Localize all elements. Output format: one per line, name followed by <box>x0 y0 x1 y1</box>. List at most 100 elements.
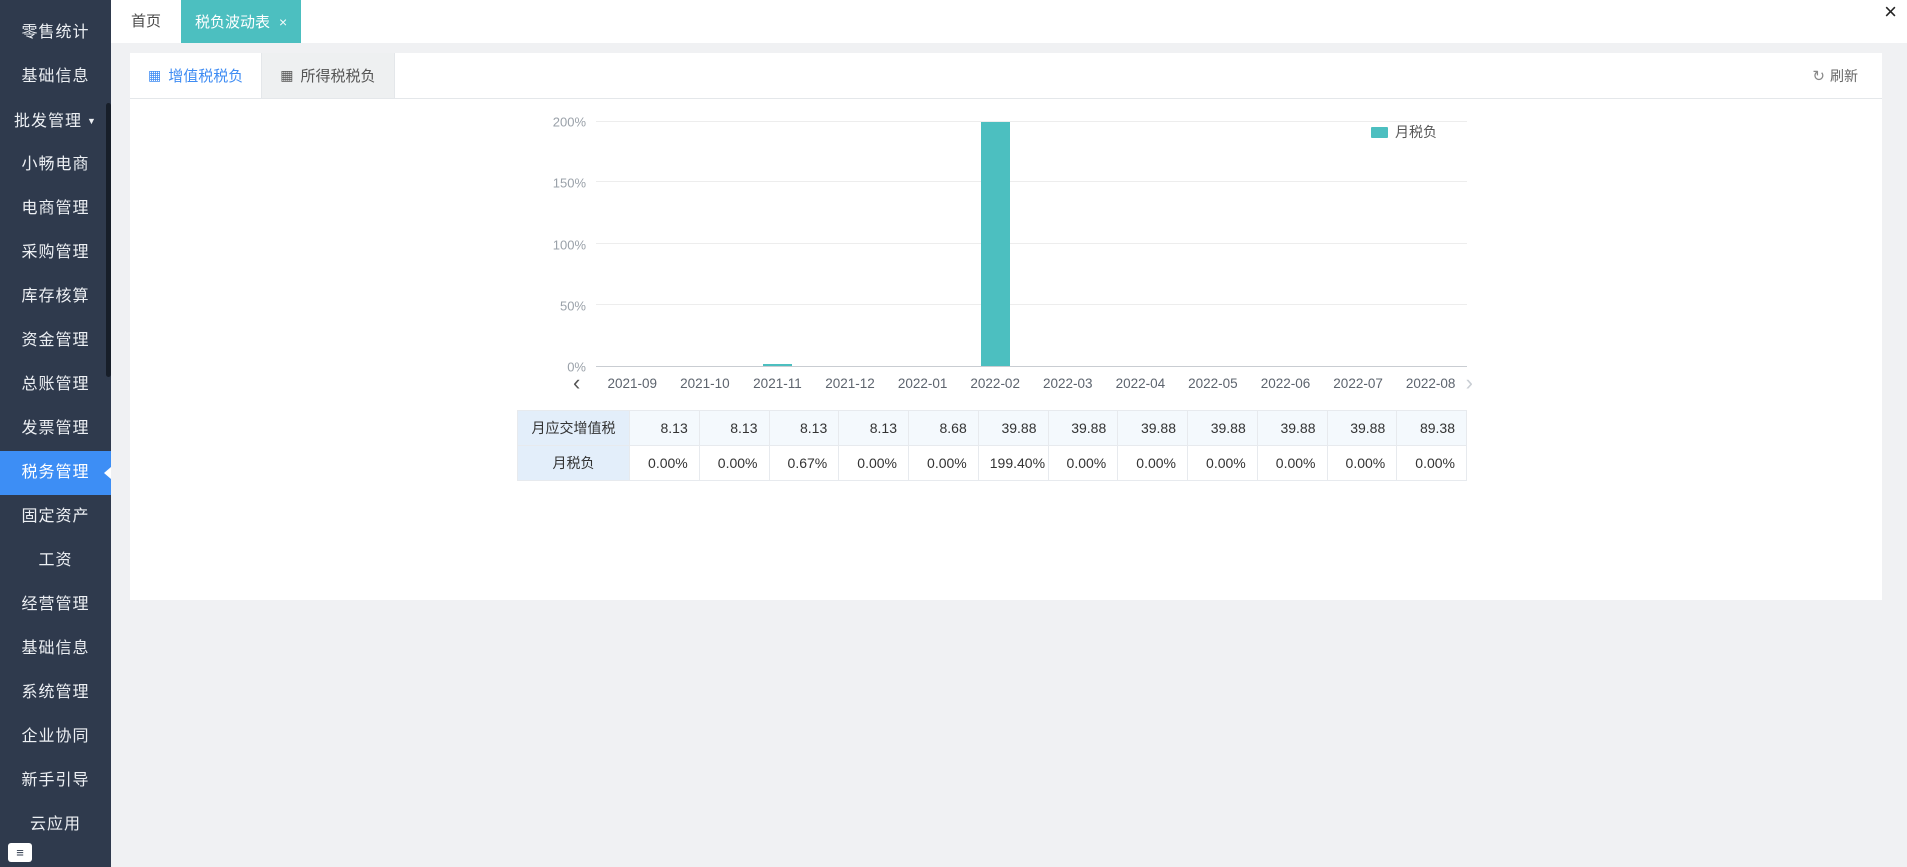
bar-slot <box>1177 122 1250 366</box>
x-axis-tick: 2021-12 <box>825 376 875 391</box>
sidebar-item-label: 小畅电商 <box>21 156 90 173</box>
tax-burden-chart: 月税负 0% 50% 100% 150% 200% ‹ 2021-09 2021-10 20… <box>517 115 1473 481</box>
table-cell: 0.00% <box>1326 445 1398 481</box>
table-cell: 8.13 <box>838 410 909 446</box>
table-cell: 8.13 <box>768 410 840 446</box>
sidebar-collapse-button[interactable]: ≡ <box>8 843 32 862</box>
window-close-icon[interactable]: × <box>1884 0 1897 24</box>
bar[interactable] <box>980 121 1010 366</box>
legend-swatch <box>1371 126 1388 138</box>
sidebar-item-label: 基础信息 <box>21 68 90 85</box>
sidebar-item[interactable]: 经营管理 <box>0 583 111 627</box>
bar-slot <box>1031 122 1104 366</box>
sidebar-item-label: 企业协同 <box>21 728 90 745</box>
sidebar-item[interactable]: 库存核算 <box>0 275 111 319</box>
chart-next-arrow[interactable]: › <box>1465 370 1473 395</box>
sidebar-item[interactable]: 固定资产 <box>0 495 111 539</box>
sidebar-item[interactable]: 云应用 <box>0 803 111 847</box>
sidebar-item-label: 固定资产 <box>21 508 90 525</box>
sidebar-item[interactable]: 系统管理 <box>0 671 111 715</box>
bar-slot <box>1322 122 1395 366</box>
bar-slot <box>741 122 814 366</box>
gridline <box>596 242 1467 244</box>
collapse-icon: ≡ <box>16 845 24 860</box>
bar-series <box>596 121 1467 366</box>
sidebar-item-label: 零售统计 <box>21 24 90 41</box>
tab-tax-fluctuation-label: 税负波动表 <box>195 14 271 31</box>
sidebar-item[interactable]: 税务管理 <box>0 451 111 495</box>
sidebar-menu: 零售统计 基础信息 批发管理 ▼ 小畅电商 电商管理 采购管理 库存核算 资金管理 总账管理 发票管… <box>0 0 111 847</box>
sidebar-item-label: 税务管理 <box>21 464 90 481</box>
tab-home[interactable]: 首页 <box>131 13 162 30</box>
plot-grid <box>596 121 1467 367</box>
x-axis-tick: 2022-01 <box>897 376 948 391</box>
sidebar-item[interactable]: 零售统计 <box>0 11 111 55</box>
bar-slot <box>814 122 887 366</box>
sidebar-item[interactable]: 总账管理 <box>0 363 111 407</box>
refresh-button[interactable]: ↻ 刷新 <box>1812 53 1858 99</box>
sidebar-item[interactable]: 企业协同 <box>0 715 111 759</box>
sidebar-item-label: 基础信息 <box>21 640 90 657</box>
table-cell: 39.88 <box>1256 410 1328 446</box>
x-axis: ‹ 2021-09 2021-10 2021-11 2021-12 2022-01 202… <box>517 367 1473 401</box>
tax-data-table: 月应交增值税 8.13 8.13 8.13 8.13 8.68 39.88 39.88 39.8… <box>517 410 1467 481</box>
bar-slot <box>1104 122 1177 366</box>
sidebar-item[interactable]: 发票管理 <box>0 407 111 451</box>
sidebar-item[interactable]: 基础信息 <box>0 55 111 99</box>
refresh-icon: ↻ <box>1812 68 1825 85</box>
vat-sheet-icon: ▦ <box>148 67 162 83</box>
sidebar-scrollbar[interactable] <box>106 103 111 377</box>
sidebar-item[interactable]: 新手引导 <box>0 759 111 803</box>
sidebar-item-label: 采购管理 <box>21 244 90 261</box>
gridline <box>596 181 1467 183</box>
y-axis-tick: 150% <box>552 175 586 191</box>
legend-label: 月税负 <box>1395 124 1437 140</box>
table-cell: 89.38 <box>1396 410 1467 446</box>
tab-close-icon[interactable]: × <box>279 13 288 30</box>
plot-area: 0% 50% 100% 150% 200% <box>517 115 1467 375</box>
sidebar-item[interactable]: 采购管理 <box>0 231 111 275</box>
sidebar-item-label: 电商管理 <box>21 200 90 217</box>
table-cell: 39.88 <box>977 410 1049 446</box>
table-cell: 39.88 <box>1117 410 1188 446</box>
chart-prev-arrow[interactable]: ‹ <box>573 370 581 395</box>
x-axis-tick: 2022-08 <box>1405 376 1456 391</box>
table-cell: 0.00% <box>1187 445 1258 481</box>
y-axis-tick: 200% <box>552 114 586 130</box>
table-cell: 0.00% <box>629 445 700 481</box>
bar-slot <box>596 122 669 366</box>
x-axis-tick: 2021-09 <box>607 376 658 391</box>
sidebar-item[interactable]: 基础信息 <box>0 627 111 671</box>
x-axis-tick: 2022-03 <box>1042 376 1093 391</box>
sidebar-item[interactable]: 工资 <box>0 539 111 583</box>
bar-slot <box>886 122 959 366</box>
sidebar-item[interactable]: 电商管理 <box>0 187 111 231</box>
tab-income-tax-burden[interactable]: ▦ 所得税税负 <box>262 53 395 98</box>
sidebar-item-label: 系统管理 <box>21 684 90 701</box>
table-cell: 39.88 <box>1047 410 1119 446</box>
bar-slot <box>669 122 742 366</box>
bar[interactable] <box>762 364 792 366</box>
tab-income-tax-burden-label: 所得税税负 <box>300 68 376 85</box>
sidebar-item-label: 经营管理 <box>21 596 90 613</box>
sidebar-item-label: 总账管理 <box>21 376 90 393</box>
tab-vat-burden[interactable]: ▦ 增值税税负 <box>130 53 263 98</box>
sidebar-item-label: 批发管理 <box>14 113 83 130</box>
table-row: 月税负 0.00% 0.00% 0.67% 0.00% 0.00% 199.40% 0.00%… <box>517 445 1467 481</box>
gridline <box>596 303 1467 305</box>
x-axis-labels: 2021-09 2021-10 2021-11 2021-12 2022-01 2022-… <box>596 367 1467 401</box>
sidebar-item[interactable]: 小畅电商 <box>0 143 111 187</box>
table-cell: 0.00% <box>698 445 770 481</box>
sidebar-item[interactable]: 批发管理 ▼ <box>0 99 111 143</box>
bar-slot <box>1394 122 1467 366</box>
table-cell: 39.88 <box>1187 410 1258 446</box>
y-axis-tick: 0% <box>567 359 586 375</box>
chart-legend[interactable]: 月税负 <box>1371 122 1437 142</box>
income-tax-sheet-icon: ▦ <box>280 67 294 83</box>
x-axis-tick: 2022-06 <box>1260 376 1311 391</box>
tab-tax-fluctuation[interactable]: 税负波动表 × <box>181 0 302 43</box>
x-axis-tick: 2021-10 <box>680 376 730 391</box>
sidebar-item-label: 云应用 <box>29 816 81 833</box>
sidebar-item[interactable]: 资金管理 <box>0 319 111 363</box>
bar-slot <box>1249 122 1322 366</box>
